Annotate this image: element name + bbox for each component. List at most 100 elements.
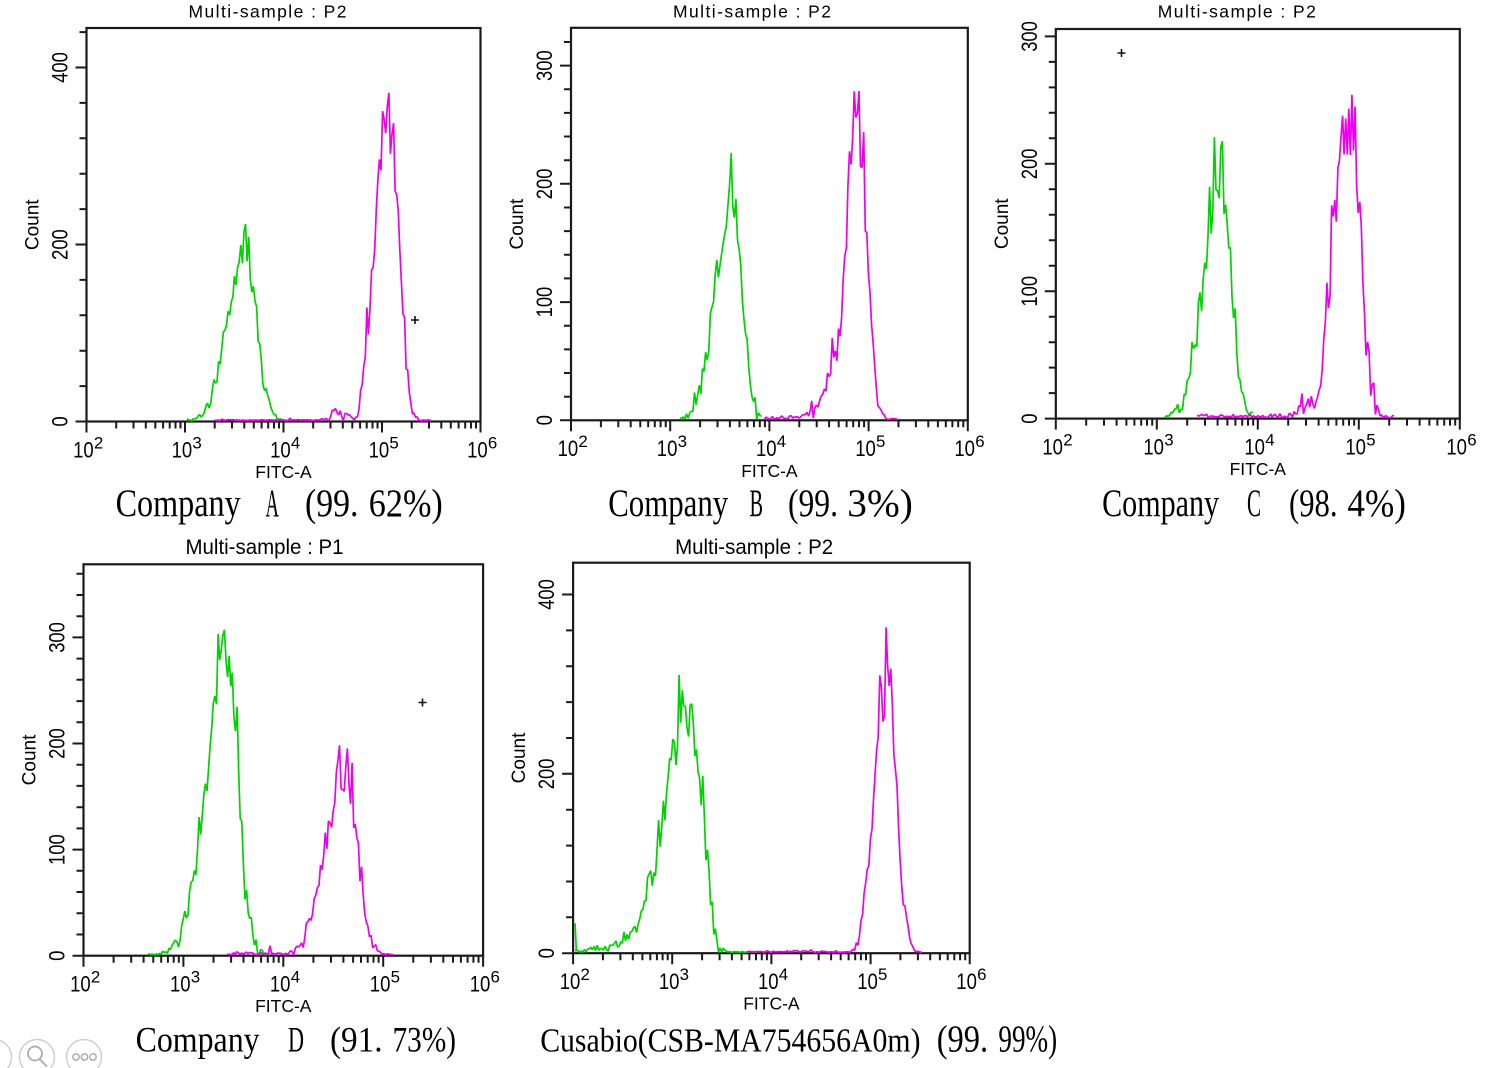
svg-text:(99.: (99. [937, 1019, 988, 1061]
svg-text:Cusabio(CSB-MA754656A0m): Cusabio(CSB-MA754656A0m) [540, 1023, 920, 1060]
svg-text:10: 10 [758, 969, 779, 994]
svg-text:10: 10 [756, 436, 777, 461]
svg-text:10: 10 [172, 437, 193, 462]
svg-text:FITC-A: FITC-A [255, 996, 312, 1016]
svg-text:5: 5 [389, 433, 398, 452]
svg-text:A: A [266, 482, 280, 525]
svg-text:10: 10 [659, 969, 680, 994]
svg-text:4: 4 [291, 968, 300, 987]
svg-text:300: 300 [1017, 21, 1042, 52]
svg-text:3: 3 [678, 432, 687, 451]
svg-text:100: 100 [532, 287, 557, 318]
svg-text:6: 6 [975, 432, 984, 451]
svg-text:2: 2 [581, 965, 590, 984]
svg-text:Company: Company [116, 482, 242, 525]
svg-text:200: 200 [532, 169, 557, 200]
svg-text:10: 10 [855, 436, 876, 461]
svg-text:3: 3 [191, 968, 200, 987]
svg-text:Company: Company [608, 482, 728, 525]
svg-text:10: 10 [1244, 434, 1265, 459]
svg-text:Company: Company [1102, 482, 1219, 525]
svg-text:200: 200 [534, 759, 559, 790]
svg-text:Multi-sample : P2: Multi-sample : P2 [1158, 2, 1316, 22]
svg-text:10: 10 [657, 436, 678, 461]
svg-text:Multi-sample : P1: Multi-sample : P1 [186, 536, 344, 559]
svg-text:10: 10 [470, 972, 491, 997]
svg-text:100: 100 [1017, 276, 1042, 307]
svg-text:10: 10 [270, 437, 291, 462]
svg-text:Count: Count [992, 198, 1013, 249]
svg-text:B: B [750, 482, 764, 525]
svg-text:4%): 4%) [1347, 482, 1406, 525]
svg-text:3: 3 [192, 433, 201, 452]
svg-text:FITC-A: FITC-A [741, 461, 798, 481]
svg-text:(98.: (98. [1289, 482, 1338, 525]
svg-text:2: 2 [1063, 430, 1072, 449]
svg-text:Company: Company [136, 1020, 260, 1060]
svg-text:2: 2 [578, 432, 587, 451]
svg-text:200: 200 [48, 229, 73, 260]
svg-text:3%): 3%) [847, 482, 913, 525]
svg-text:200: 200 [45, 728, 70, 759]
svg-text:Count: Count [23, 199, 44, 250]
svg-text:2: 2 [91, 968, 100, 987]
svg-text:4: 4 [1265, 430, 1274, 449]
svg-text:10: 10 [270, 972, 291, 997]
svg-text:10: 10 [370, 972, 391, 997]
svg-text:4: 4 [777, 432, 786, 451]
svg-text:10: 10 [369, 437, 390, 462]
svg-text:10: 10 [1345, 434, 1366, 459]
svg-text:400: 400 [48, 52, 73, 83]
svg-text:10: 10 [70, 972, 91, 997]
svg-text:(99.: (99. [788, 482, 838, 525]
svg-text:10: 10 [857, 969, 878, 994]
svg-text:3: 3 [680, 965, 689, 984]
svg-text:0: 0 [532, 415, 557, 425]
svg-text:2: 2 [94, 433, 103, 452]
svg-text:Count: Count [509, 732, 530, 783]
svg-text:6: 6 [488, 433, 497, 452]
svg-text:3: 3 [1164, 430, 1173, 449]
svg-text:10: 10 [1042, 434, 1063, 459]
svg-text:Multi-sample : P2: Multi-sample : P2 [675, 536, 833, 559]
svg-text:Multi-sample : P2: Multi-sample : P2 [189, 2, 347, 22]
svg-text:10: 10 [956, 969, 977, 994]
svg-text:Multi-sample : P2: Multi-sample : P2 [673, 2, 831, 22]
svg-text:0: 0 [534, 948, 559, 958]
svg-text:10: 10 [560, 969, 581, 994]
svg-text:73%): 73%) [393, 1020, 457, 1060]
svg-text:6: 6 [977, 965, 986, 984]
svg-text:0: 0 [48, 416, 73, 426]
svg-text:10: 10 [170, 972, 191, 997]
svg-text:5: 5 [878, 965, 887, 984]
svg-text:200: 200 [1017, 149, 1042, 180]
svg-text:Count: Count [507, 198, 528, 249]
svg-text:0: 0 [45, 951, 70, 961]
svg-text:FITC-A: FITC-A [743, 994, 800, 1014]
svg-text:FITC-A: FITC-A [255, 462, 312, 482]
svg-text:300: 300 [45, 622, 70, 653]
svg-text:6: 6 [1467, 430, 1476, 449]
svg-text:62%): 62%) [369, 482, 443, 525]
svg-text:10: 10 [1446, 434, 1467, 459]
svg-text:10: 10 [73, 437, 94, 462]
svg-text:5: 5 [876, 432, 885, 451]
svg-text:4: 4 [779, 965, 788, 984]
svg-text:(91.: (91. [330, 1020, 383, 1060]
svg-text:99%): 99%) [998, 1019, 1057, 1061]
svg-text:10: 10 [467, 437, 488, 462]
svg-text:5: 5 [391, 968, 400, 987]
svg-text:300: 300 [532, 50, 557, 81]
svg-text:4: 4 [291, 433, 300, 452]
svg-text:Count: Count [20, 734, 41, 785]
svg-text:0: 0 [1017, 414, 1042, 424]
svg-text:400: 400 [534, 579, 559, 610]
svg-text:10: 10 [954, 436, 975, 461]
svg-text:D: D [288, 1020, 304, 1060]
svg-text:C: C [1247, 482, 1261, 525]
svg-text:100: 100 [45, 834, 70, 865]
svg-text:(99.: (99. [305, 482, 359, 525]
svg-text:FITC-A: FITC-A [1230, 459, 1287, 479]
svg-text:5: 5 [1366, 430, 1375, 449]
svg-text:6: 6 [491, 968, 500, 987]
